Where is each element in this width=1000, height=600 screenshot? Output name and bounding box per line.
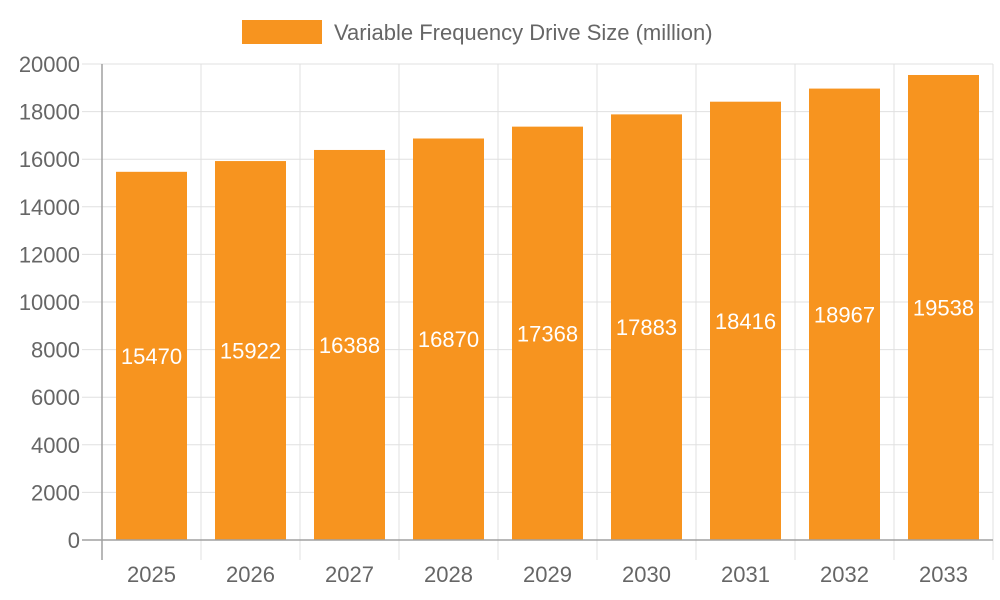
data-label: 17883 [616,315,677,340]
bar-2029 [512,126,583,540]
bar-2027 [314,149,385,540]
data-label: 18967 [814,302,875,327]
bar-2033 [908,74,979,540]
y-tick-label: 20000 [19,52,80,77]
data-label: 15922 [220,339,281,364]
x-tick-label: 2025 [127,562,176,587]
data-label: 16870 [418,327,479,352]
x-tick-label: 2028 [424,562,473,587]
x-tick-label: 2031 [721,562,770,587]
y-tick-label: 0 [68,528,80,553]
x-tick-label: 2030 [622,562,671,587]
data-label: 15470 [121,344,182,369]
y-tick-label: 8000 [31,338,80,363]
bar-2026 [215,161,286,540]
data-label: 18416 [715,309,776,334]
y-tick-label: 2000 [31,480,80,505]
data-label: 17368 [517,321,578,346]
y-tick-label: 10000 [19,290,80,315]
y-tick-label: 4000 [31,433,80,458]
data-label: 16388 [319,333,380,358]
x-tick-label: 2032 [820,562,869,587]
legend-label: Variable Frequency Drive Size (million) [334,20,713,45]
bar-2028 [413,138,484,540]
legend[interactable]: Variable Frequency Drive Size (million) [242,20,713,45]
y-tick-label: 16000 [19,147,80,172]
axes: 0 2000 4000 6000 8000 10000 12000 14000 16000 180… [19,52,993,587]
bar-2030 [611,114,682,541]
y-tick-label: 12000 [19,242,80,267]
legend-swatch [242,20,322,44]
bar-2031 [710,101,781,540]
y-tick-label: 14000 [19,195,80,220]
bar-2032 [809,88,880,541]
x-tick-label: 2029 [523,562,572,587]
bars: 15470 15922 16388 16870 17368 17883 18416 18967… [116,74,979,541]
x-tick-label: 2033 [919,562,968,587]
y-tick-label: 6000 [31,385,80,410]
y-tick-label: 18000 [19,100,80,125]
bar-2025 [116,171,187,540]
data-label: 19538 [913,295,974,320]
x-tick-label: 2027 [325,562,374,587]
x-tick-label: 2026 [226,562,275,587]
